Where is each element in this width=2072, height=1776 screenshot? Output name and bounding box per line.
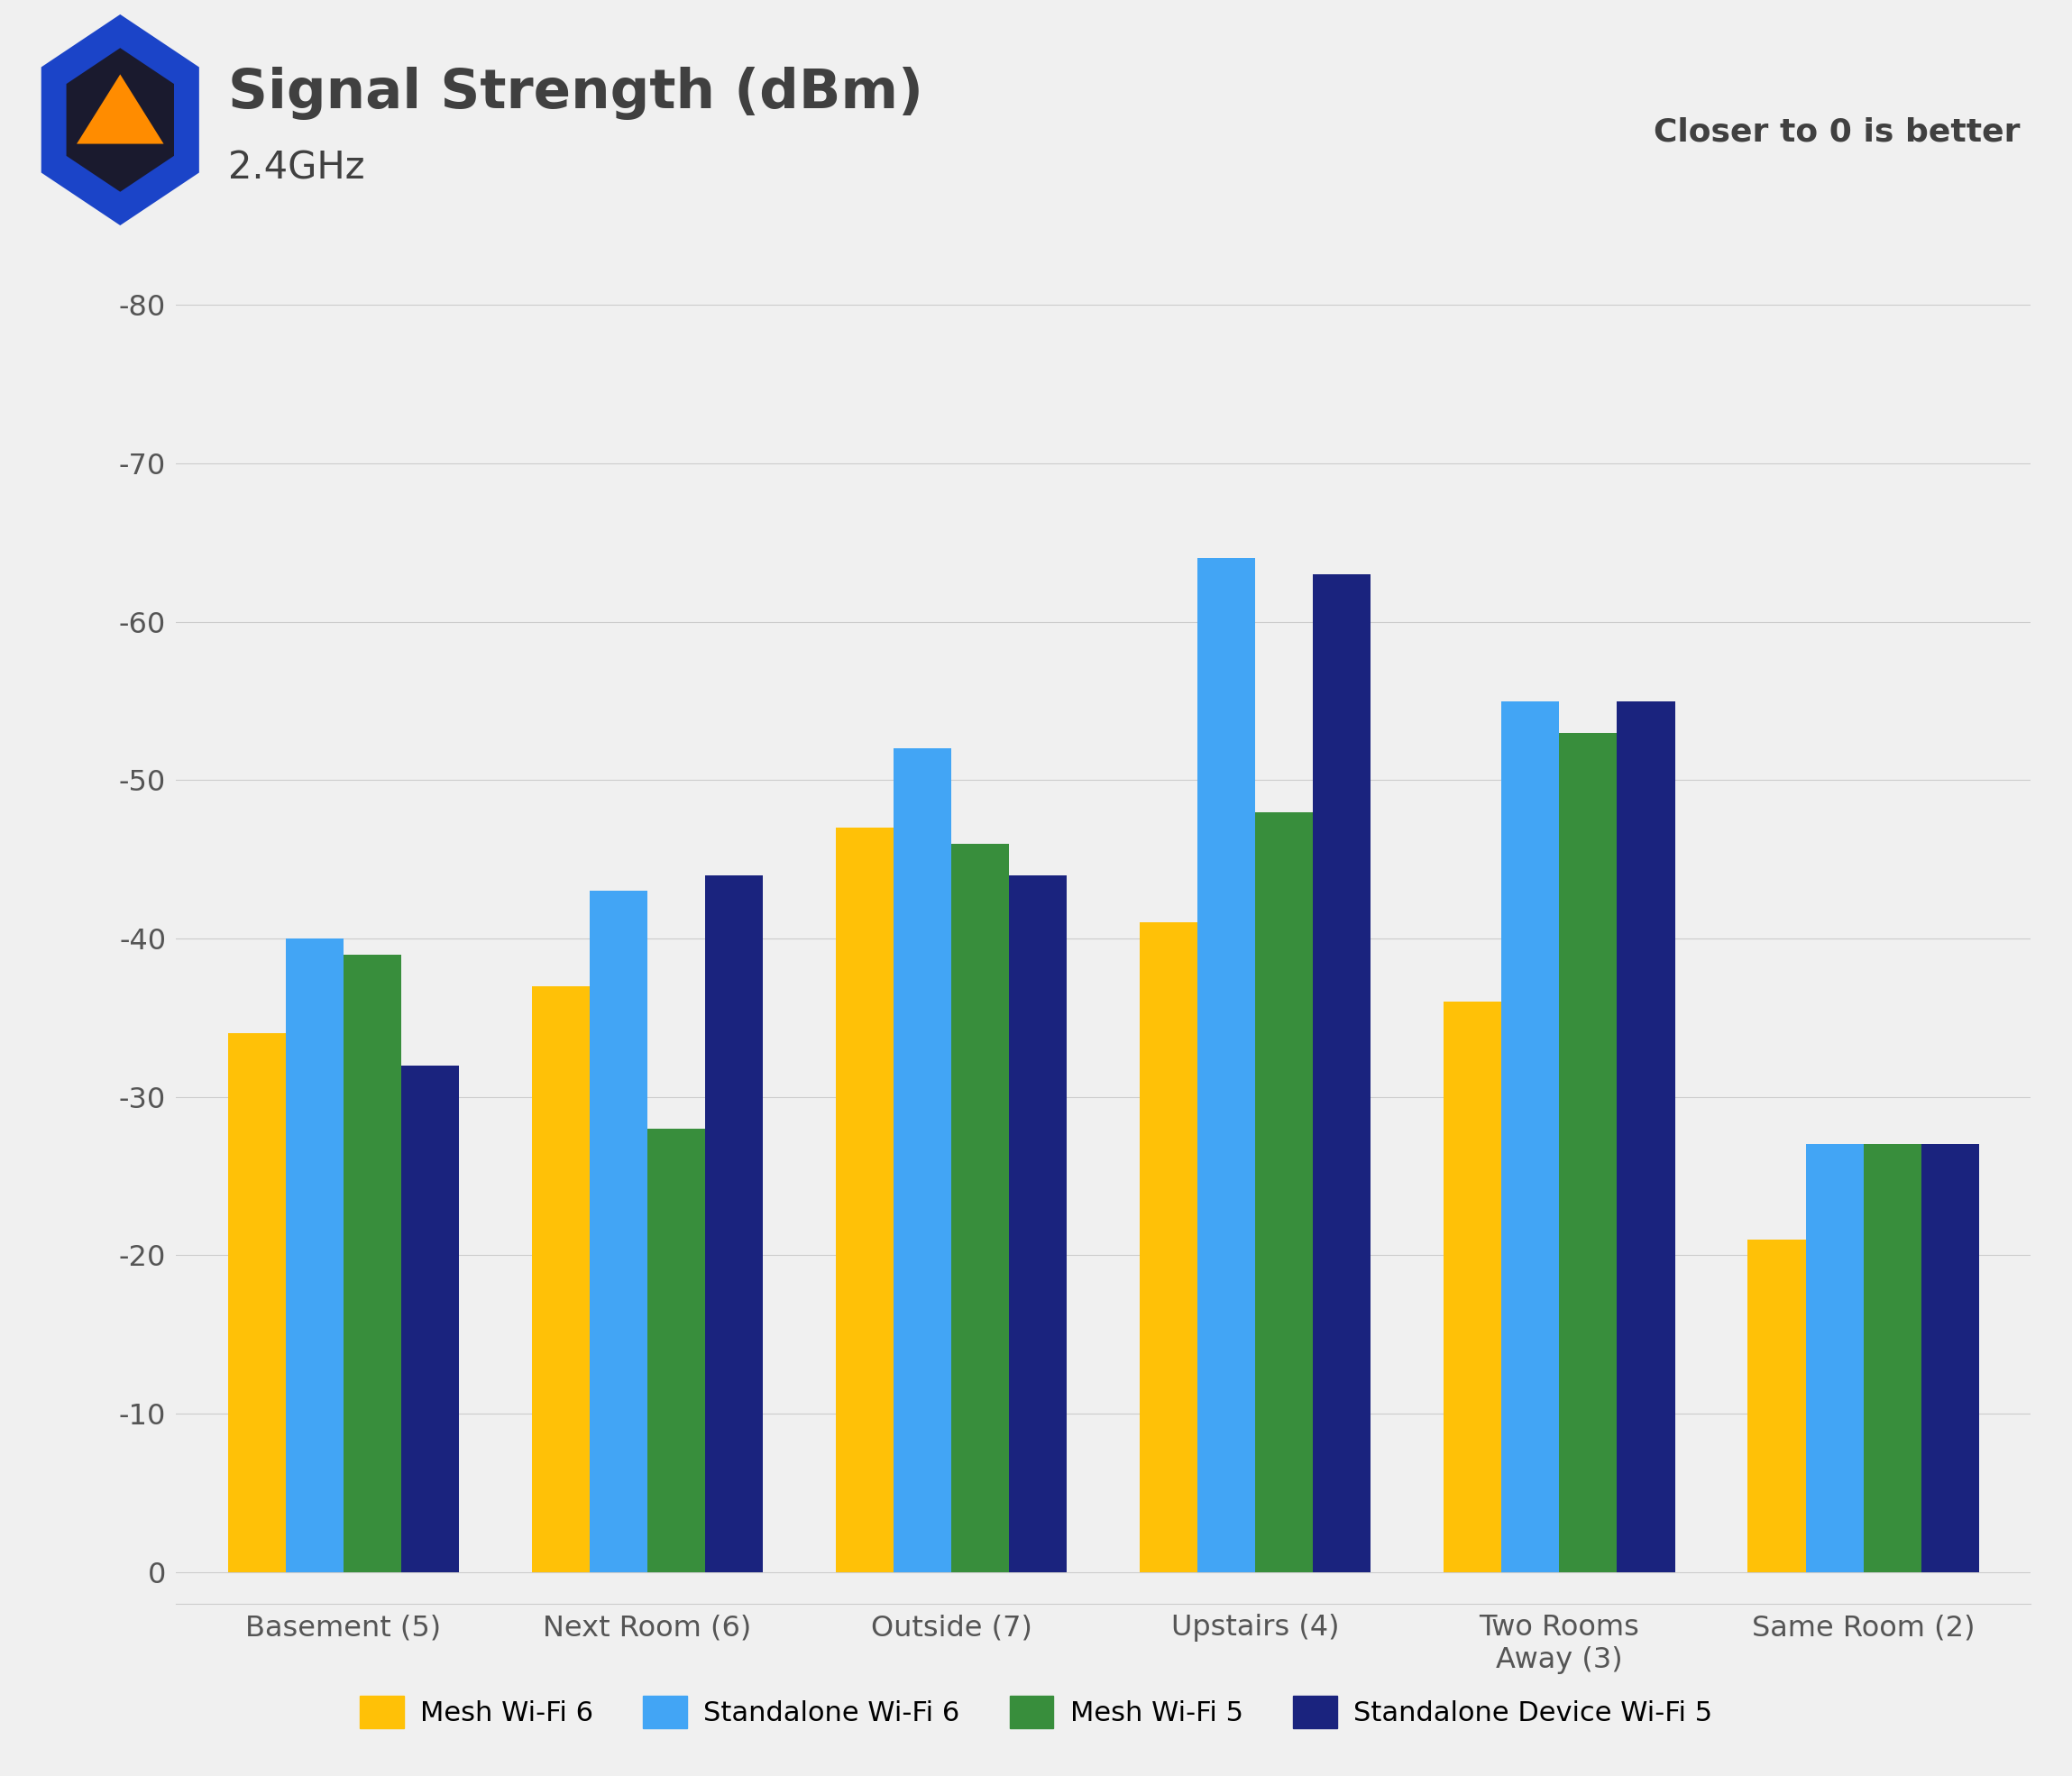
Bar [835,828,893,1572]
Legend: Mesh Wi-Fi 6, Standalone Wi-Fi 6, Mesh Wi-Fi 5, Standalone Device Wi-Fi 5: Mesh Wi-Fi 6, Standalone Wi-Fi 6, Mesh W… [348,1685,1724,1739]
Bar [286,938,344,1572]
Bar [1560,733,1616,1572]
Bar [533,986,591,1572]
Bar [591,892,646,1572]
Bar [1921,1144,1979,1572]
Text: 2.4GHz: 2.4GHz [228,149,365,186]
Bar [1444,1002,1502,1572]
Bar [1256,812,1314,1572]
Bar [1198,558,1256,1572]
Bar [1314,574,1372,1572]
Bar [1502,702,1560,1572]
Bar [1749,1240,1805,1572]
Text: Signal Strength (dBm): Signal Strength (dBm) [228,67,924,121]
Bar [1009,876,1067,1572]
Polygon shape [41,14,199,226]
Bar [893,748,951,1572]
Bar [646,1128,704,1572]
Bar [1805,1144,1863,1572]
Bar [704,876,762,1572]
Bar [228,1034,286,1572]
Text: Closer to 0 is better: Closer to 0 is better [1653,117,2020,147]
Bar [402,1066,458,1572]
Bar [344,954,402,1572]
Bar [1616,702,1674,1572]
Polygon shape [77,75,164,144]
Bar [1140,924,1198,1572]
Polygon shape [66,48,174,192]
Bar [1863,1144,1921,1572]
Bar [951,844,1009,1572]
